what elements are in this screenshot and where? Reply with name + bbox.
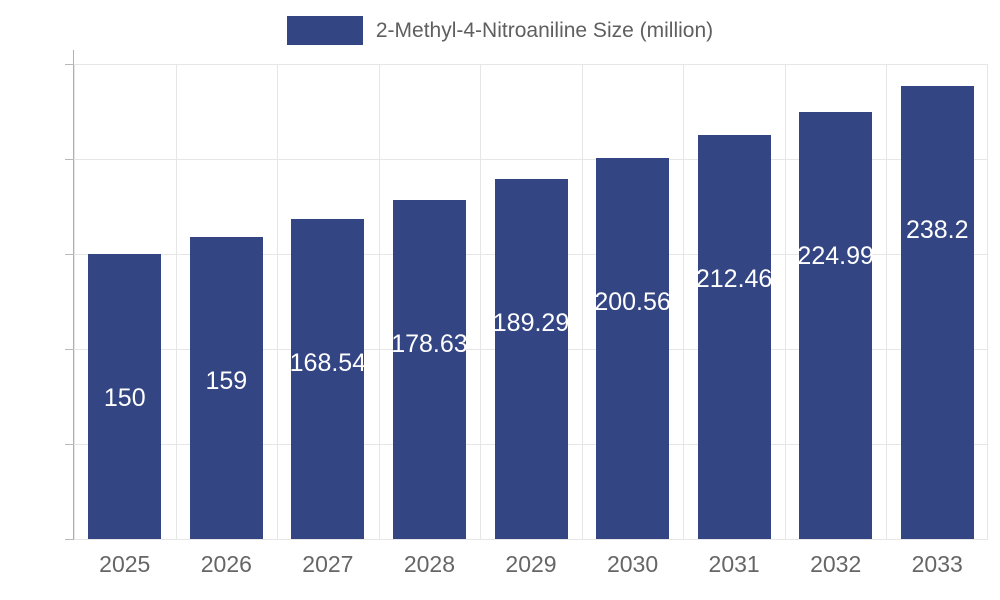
bar-value-label: 224.99 <box>797 241 874 270</box>
x-axis-tick-label: 2032 <box>810 551 862 577</box>
gridline-vertical <box>480 64 481 539</box>
bar-series: 150 159 168.54 178.63 189.29 200.56 212.46 224.… <box>74 64 988 539</box>
gridline-vertical <box>74 64 75 539</box>
bar-2029[interactable] <box>494 179 568 539</box>
bar-value-label: 159 <box>205 366 248 395</box>
y-axis-spine <box>73 50 74 539</box>
gridline-vertical <box>785 64 786 539</box>
bar-value-label: 178.63 <box>391 329 468 358</box>
bar-value-label: 212.46 <box>695 265 773 294</box>
x-axis-tick-label: 2026 <box>200 551 252 577</box>
y-axis-tick-mark <box>65 444 74 445</box>
y-axis-tick-mark <box>65 254 74 255</box>
x-axis-tick-label: 2030 <box>606 551 659 577</box>
bar-2025[interactable] <box>88 254 162 539</box>
x-axis-tick-label: 2033 <box>911 551 963 577</box>
legend-item-series-1[interactable]: 2-Methyl-4-Nitroaniline Size (million) <box>286 15 714 45</box>
gridline-horizontal <box>74 159 988 160</box>
plot-area: 050100150200250 150159168.54178.63189.29… <box>65 50 988 576</box>
bar-2030[interactable] <box>596 157 670 539</box>
bar-value-label: 150 <box>103 384 146 412</box>
x-axis-tick-label: 2029 <box>505 551 557 577</box>
gridline-vertical <box>277 64 278 539</box>
gridline-vertical <box>582 64 583 539</box>
gridline-horizontal <box>74 64 988 65</box>
bar-value-label: 189.29 <box>492 309 570 338</box>
y-axis-tick-mark <box>65 64 74 65</box>
bar-2033[interactable] <box>900 86 974 539</box>
x-axis-spine <box>74 539 988 540</box>
bar-value-label: 168.54 <box>289 348 367 377</box>
bar-value-label: 200.56 <box>594 287 671 316</box>
legend-label: 2-Methyl-4-Nitroaniline Size (million) <box>375 18 714 42</box>
gridline-vertical <box>176 64 177 539</box>
legend-color-swatch-icon <box>286 15 363 45</box>
x-axis-tick-label: 2028 <box>403 551 456 577</box>
bar-2031[interactable] <box>697 135 771 539</box>
y-axis-tick-mark <box>65 539 74 540</box>
x-axis-tick-label: 2031 <box>708 551 760 577</box>
y-axis-tick-mark <box>65 159 74 160</box>
chart-legend: 2-Methyl-4-Nitroaniline Size (million) <box>0 10 1000 50</box>
y-axis-tick-mark <box>65 349 74 350</box>
bar-2028[interactable] <box>392 199 466 539</box>
bar-value-label: 238.2 <box>905 216 969 245</box>
x-axis-tick-label: 2027 <box>302 551 354 577</box>
bar-2032[interactable] <box>799 111 873 539</box>
gridline-vertical <box>683 64 684 539</box>
bar-2027[interactable] <box>291 218 365 539</box>
bar-2026[interactable] <box>189 236 263 539</box>
gridline-vertical <box>379 64 380 539</box>
gridline-vertical <box>987 64 988 539</box>
gridline-vertical <box>886 64 887 539</box>
x-axis-tick-label: 2025 <box>99 551 151 577</box>
